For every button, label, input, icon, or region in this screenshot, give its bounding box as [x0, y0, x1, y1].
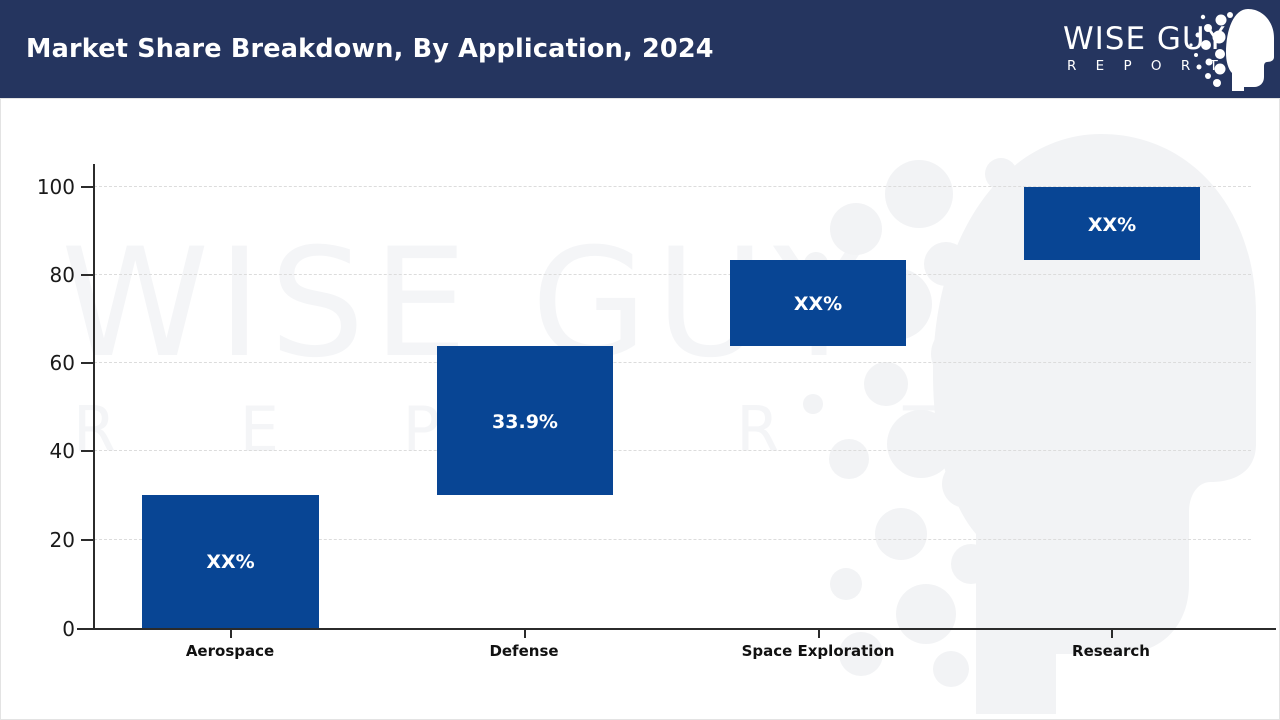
y-tick-mark-40: [81, 450, 93, 452]
y-tick-label-20-wrap: 20: [1, 528, 75, 552]
y-tick-label-40: 40: [49, 439, 75, 463]
bar-aerospace[interactable]: [142, 495, 319, 628]
y-tick-label-100: 100: [36, 175, 75, 199]
bar-research[interactable]: [1024, 187, 1200, 260]
gridline-20: [94, 539, 1251, 540]
x-tick-label-defense: Defense: [489, 642, 559, 660]
gridline-60: [94, 362, 1251, 363]
x-tick-label-space-exploration: Space Exploration: [741, 642, 895, 660]
logo-subtext: R E P O R T S: [1067, 58, 1254, 74]
y-tick-mark-20: [81, 539, 93, 541]
bar-space-exploration[interactable]: [730, 260, 906, 346]
bar-label-defense: 33.9%: [492, 411, 558, 433]
y-axis-spine: [93, 164, 95, 629]
x-tick-mark-defense: [524, 629, 526, 638]
logo-wordmark: WISE GUY: [1063, 21, 1226, 57]
page-header: Market Share Breakdown, By Application, …: [0, 0, 1280, 98]
y-tick-label-60-wrap: 60: [1, 351, 75, 375]
y-tick-mark-60: [81, 362, 93, 364]
wise-guy-reports-logo: WISE GUY R E P O R T S: [1058, 7, 1276, 91]
y-tick-mark-100: [81, 186, 93, 188]
y-tick-label-20: 20: [49, 528, 75, 552]
y-tick-mark-0: [81, 628, 93, 630]
y-tick-label-100-wrap: 100: [1, 175, 75, 199]
x-tick-mark-research: [1111, 629, 1113, 638]
y-tick-mark-80: [81, 274, 93, 276]
x-tick-mark-aerospace: [230, 629, 232, 638]
y-tick-label-0-wrap: 0: [1, 617, 75, 641]
bar-label-aerospace: XX%: [206, 551, 255, 573]
bar-label-research: XX%: [1087, 214, 1137, 236]
y-tick-label-40-wrap: 40: [1, 439, 75, 463]
y-tick-label-0: 0: [62, 617, 75, 641]
y-tick-label-80-wrap: 80: [1, 263, 75, 287]
y-tick-label-80: 80: [49, 263, 75, 287]
plot-area: XX% 33.9% XX% XX% 100 80 60 40 20 0: [1, 99, 1279, 719]
gridline-100: [94, 186, 1251, 187]
chart-figure: WISE GUY R E P O R T S: [0, 98, 1280, 720]
gridline-80: [94, 274, 1251, 275]
x-axis-spine: [77, 628, 1276, 630]
bar-label-space-exploration: XX%: [793, 293, 843, 315]
x-tick-label-research: Research: [1072, 642, 1150, 660]
page-title: Market Share Breakdown, By Application, …: [26, 34, 714, 64]
x-tick-label-aerospace: Aerospace: [185, 642, 275, 660]
gridline-40: [94, 450, 1251, 451]
bar-defense[interactable]: [437, 346, 613, 495]
y-tick-label-60: 60: [49, 351, 75, 375]
x-tick-mark-space-exploration: [818, 629, 820, 638]
dotted-head-icon: [1189, 9, 1274, 91]
